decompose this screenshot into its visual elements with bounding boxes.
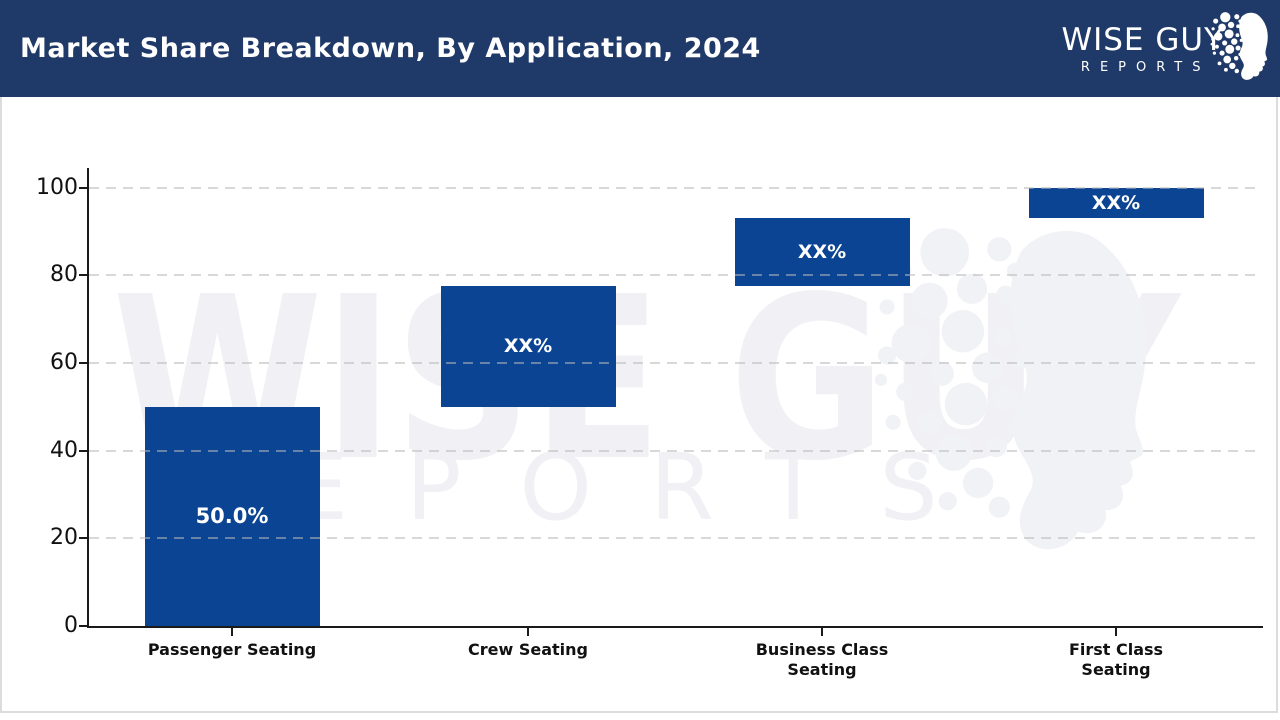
x-tick-first-class-seating (1115, 628, 1117, 636)
header: Market Share Breakdown, By Application, … (0, 0, 1280, 97)
bar-label-business-class-seating: XX% (797, 241, 847, 264)
x-axis-spine (87, 626, 1263, 628)
y-tick-40 (79, 449, 88, 452)
brand-logo: WISE GUY REPORTS (1061, 4, 1272, 94)
bar-label-first-class-seating: XX% (1091, 191, 1141, 214)
y-axis-tick-label-80: 80 (50, 262, 78, 288)
y-tick-80 (79, 274, 88, 277)
page-title: Market Share Breakdown, By Application, … (20, 33, 761, 64)
bar-crew-seating (440, 286, 616, 407)
bar-label-crew-seating: XX% (503, 335, 553, 358)
logo-brand-text: WISE GUY (1061, 22, 1224, 58)
x-tick-passenger-seating (231, 628, 233, 636)
y-tick-60 (79, 361, 88, 364)
gridline-y-60 (89, 361, 1262, 364)
y-axis-tick-label-20: 20 (50, 525, 78, 551)
bar-first-class-seating (1028, 187, 1204, 219)
figure-border (0, 97, 1278, 713)
y-tick-100 (79, 186, 88, 189)
x-axis-label-passenger-seating: Passenger Seating (147, 640, 317, 659)
y-tick-0 (79, 625, 88, 627)
y-axis-tick-label-40: 40 (50, 437, 78, 463)
gridline-y-20 (89, 537, 1262, 540)
y-axis-tick-label-60: 60 (50, 349, 78, 375)
logo-wordmark: WISE GUY REPORTS (1061, 23, 1224, 75)
y-axis-tick-label-0: 0 (64, 613, 78, 638)
x-tick-crew-seating (527, 628, 529, 636)
gridline-y-100 (89, 186, 1262, 189)
x-tick-business-class-seating (821, 628, 823, 636)
logo-sub-text: REPORTS (1080, 60, 1211, 75)
bar-label-passenger-seating: 50.0% (195, 504, 269, 529)
gridline-y-80 (89, 274, 1262, 277)
bar-passenger-seating (144, 406, 320, 626)
x-axis-label-business-class-seating: Business Class Seating (755, 640, 889, 679)
x-axis-label-first-class-seating: First Class Seating (1068, 640, 1164, 679)
y-tick-20 (79, 537, 88, 540)
y-axis-spine (87, 168, 89, 628)
logo-head-icon (1210, 12, 1268, 80)
y-axis-tick-label-100: 100 (36, 174, 78, 200)
gridline-y-40 (89, 449, 1262, 452)
x-axis-label-crew-seating: Crew Seating (468, 640, 588, 659)
